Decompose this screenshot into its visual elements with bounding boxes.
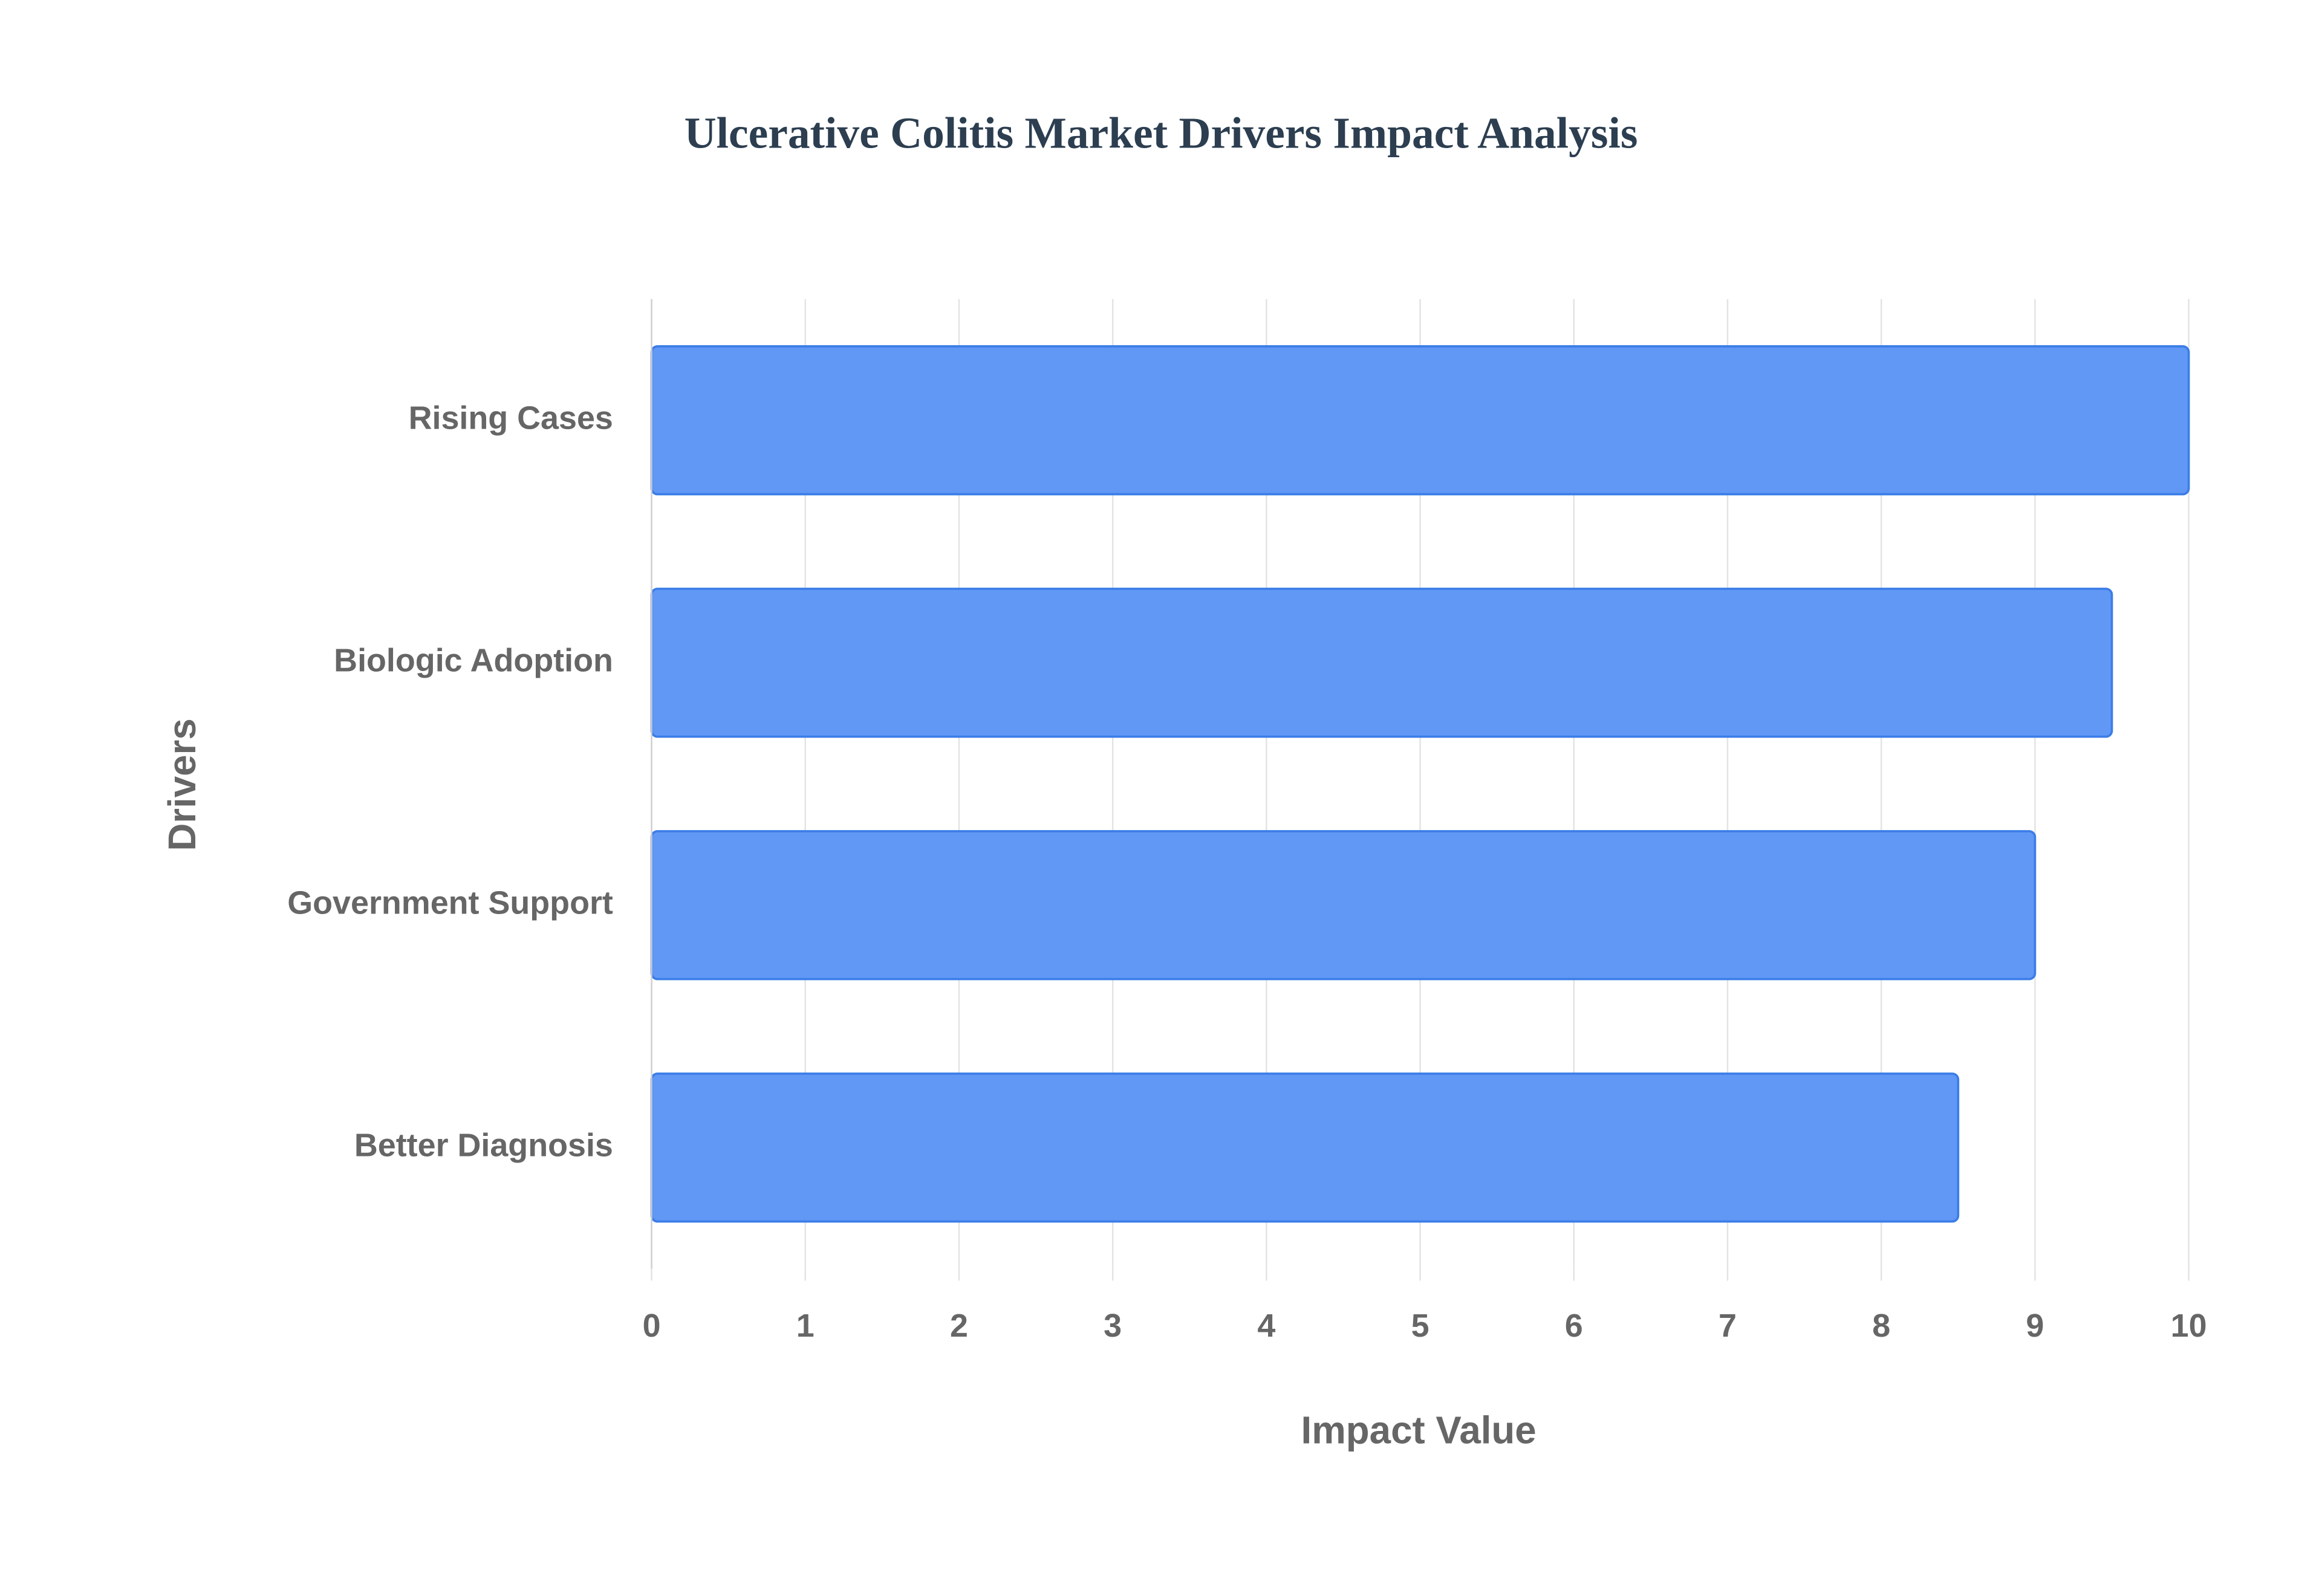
bar bbox=[650, 830, 2037, 981]
x-tick-label: 2 bbox=[950, 1308, 968, 1344]
x-tick-label: 6 bbox=[1565, 1308, 1583, 1344]
x-tick-label: 0 bbox=[643, 1308, 661, 1344]
y-tick-label: Better Diagnosis bbox=[354, 1127, 613, 1163]
bar bbox=[650, 345, 2190, 496]
x-tick-label: 8 bbox=[1872, 1308, 1890, 1344]
bar bbox=[650, 588, 2113, 738]
x-tick-label: 3 bbox=[1104, 1308, 1122, 1344]
chart-title: Ulcerative Colitis Market Drivers Impact… bbox=[685, 109, 1638, 158]
x-axis-label: Impact Value bbox=[1301, 1409, 1537, 1452]
y-axis-label: Drivers bbox=[161, 718, 204, 851]
x-tick-label: 9 bbox=[2026, 1308, 2044, 1344]
y-tick-label: Biologic Adoption bbox=[334, 642, 613, 678]
x-tick-label: 1 bbox=[796, 1308, 815, 1344]
x-tick-label: 4 bbox=[1257, 1308, 1275, 1344]
bar bbox=[650, 1072, 1960, 1223]
y-tick-label: Rising Cases bbox=[409, 400, 613, 436]
x-tick-label: 5 bbox=[1411, 1308, 1429, 1344]
x-tick-label: 7 bbox=[1719, 1308, 1737, 1344]
y-tick-label: Government Support bbox=[287, 884, 613, 921]
x-tick-label: 10 bbox=[2171, 1308, 2207, 1344]
